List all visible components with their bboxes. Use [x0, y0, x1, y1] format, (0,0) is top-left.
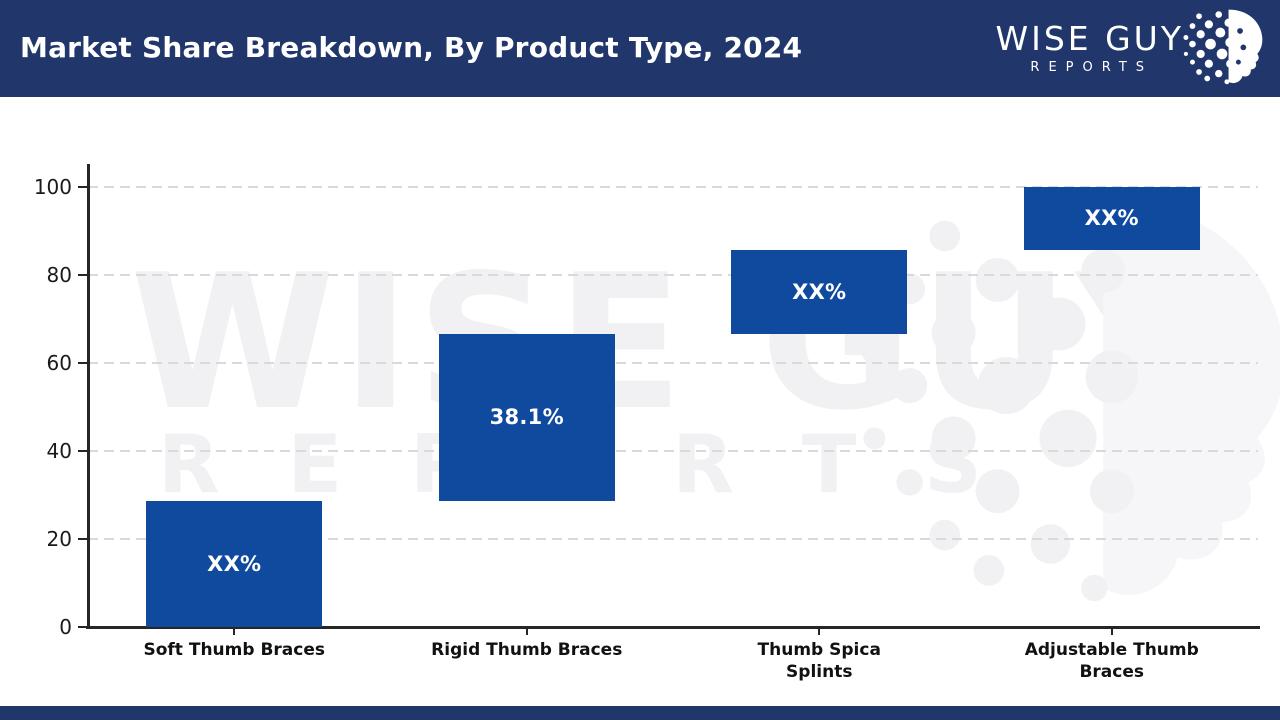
- x-category-label-line: Adjustable Thumb: [1024, 640, 1199, 660]
- logo-wordmark: WISE GUY REPORTS: [995, 22, 1184, 75]
- y-tick-mark: [78, 274, 87, 276]
- x-tick-mark: [233, 629, 236, 635]
- gridline: [88, 450, 1258, 452]
- wise-guy-logo: WISE GUY REPORTS: [995, 8, 1266, 90]
- y-axis-tick-label: 20: [46, 527, 72, 551]
- x-category-label: Thumb Spica Splints: [689, 640, 949, 683]
- gridline: [88, 538, 1258, 540]
- gridline: [88, 186, 1258, 188]
- x-category-label-line: Splints: [786, 661, 853, 682]
- bar-3: XX%: [731, 249, 908, 334]
- bar-value-label: 38.1%: [489, 405, 564, 430]
- bar-value-label: XX%: [207, 552, 262, 577]
- x-category-label: Rigid Thumb Braces: [397, 640, 657, 662]
- y-tick-mark: [78, 362, 87, 364]
- x-tick-mark: [818, 629, 821, 635]
- x-axis-line: [86, 626, 1260, 629]
- logo-head-icon: [1183, 9, 1263, 84]
- logo-text-line2: REPORTS: [1030, 60, 1154, 75]
- x-category-label: Soft Thumb Braces: [104, 640, 364, 662]
- y-axis-tick-label: 60: [46, 351, 72, 375]
- logo-text-line1: WISE GUY: [995, 19, 1184, 58]
- gridline: [88, 274, 1258, 276]
- y-tick-mark: [78, 538, 87, 540]
- x-category-label-line: Rigid Thumb Braces: [431, 640, 623, 660]
- watermark-head-dots-icon: [861, 200, 1280, 602]
- x-tick-mark: [1110, 629, 1113, 635]
- y-tick-mark: [78, 626, 87, 628]
- bar-4: XX%: [1023, 187, 1200, 250]
- bar-1: XX%: [146, 501, 323, 627]
- x-category-label-line: Soft Thumb Braces: [143, 640, 325, 660]
- watermark-text-line1: WISE GUY: [130, 234, 1217, 451]
- x-tick-mark: [525, 629, 528, 635]
- y-axis-tick-label: 100: [33, 175, 72, 199]
- x-category-label-line: Thumb Spica: [757, 640, 881, 660]
- x-category-label: Adjustable Thumb Braces: [982, 640, 1242, 683]
- page-title: Market Share Breakdown, By Product Type,…: [20, 31, 803, 65]
- y-axis-line: [87, 164, 90, 629]
- gridline: [88, 362, 1258, 364]
- y-tick-mark: [78, 450, 87, 452]
- y-axis-tick-label: 80: [46, 263, 72, 287]
- bar-value-label: XX%: [792, 279, 847, 304]
- y-tick-mark: [78, 186, 87, 188]
- header: Market Share Breakdown, By Product Type,…: [0, 0, 1280, 97]
- bar-2: 38.1%: [438, 333, 615, 502]
- footer-bar: [0, 706, 1280, 720]
- y-axis-tick-label: 0: [59, 615, 72, 639]
- bar-value-label: XX%: [1084, 206, 1139, 231]
- x-category-label-line: Braces: [1079, 661, 1145, 682]
- y-axis-tick-label: 40: [46, 439, 72, 463]
